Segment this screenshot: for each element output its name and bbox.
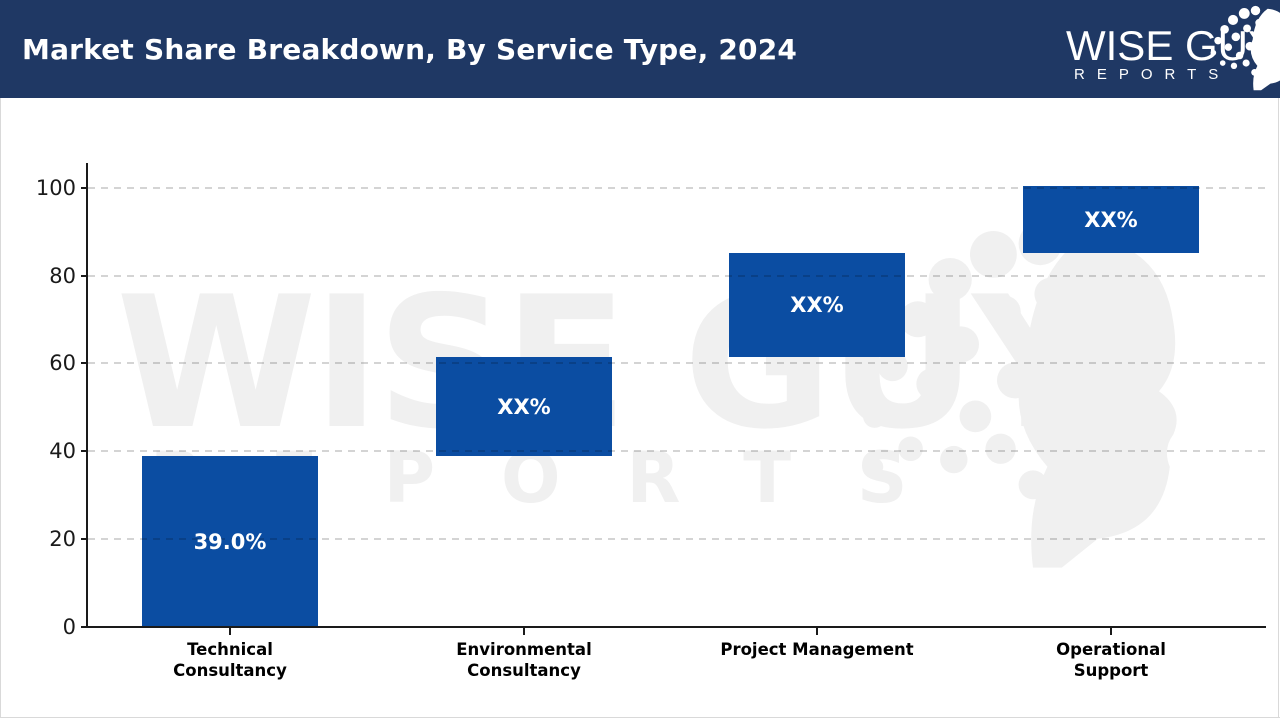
x-axis-label: Environmental Consultancy (456, 640, 592, 680)
x-axis-label: Operational Support (1056, 640, 1166, 680)
y-tick (81, 626, 88, 628)
figure-border-left (0, 98, 1, 718)
x-tick (816, 628, 818, 635)
y-tick (81, 362, 88, 364)
y-gridline-40 (88, 450, 1266, 452)
logo-face-icon (1210, 5, 1280, 91)
y-axis-spine (86, 163, 88, 628)
logo-reports-label: REPORTS (1074, 66, 1231, 83)
y-tick (81, 187, 88, 189)
y-tick (81, 538, 88, 540)
bar-value-label: XX% (1084, 207, 1138, 232)
logo: WISE GUY REPORTS (1022, 0, 1280, 98)
bar-environmental-consultancy (436, 357, 612, 456)
y-gridline-80 (88, 275, 1266, 277)
bar-operational-support (1023, 186, 1199, 253)
logo-wordmark: WISE GUY (1066, 22, 1277, 69)
x-tick (229, 628, 231, 635)
bar-value-label: XX% (497, 394, 551, 419)
header: Market Share Breakdown, By Service Type,… (0, 0, 1280, 98)
y-tick-label: 20 (49, 527, 76, 551)
page-title: Market Share Breakdown, By Service Type,… (22, 32, 798, 66)
bar-technical-consultancy (142, 456, 318, 627)
x-axis-label: Project Management (720, 640, 914, 659)
y-tick-label: 60 (49, 351, 76, 375)
y-tick-label: 80 (49, 264, 76, 288)
y-tick-label: 0 (62, 615, 76, 639)
x-axis-label: Technical Consultancy (173, 640, 287, 680)
bar-value-label: XX% (790, 293, 844, 317)
x-tick (523, 628, 525, 635)
figure-border-bottom (0, 717, 1280, 718)
bar-value-label: 39.0% (193, 529, 267, 554)
y-gridline-100 (88, 187, 1266, 189)
y-tick-label: 40 (49, 439, 76, 463)
bar-project-management (729, 253, 905, 357)
figure-border-right (1278, 98, 1279, 718)
x-axis-spine (86, 626, 1266, 628)
y-gridline-20 (88, 538, 1266, 540)
watermark-face-icon (863, 222, 1177, 568)
y-tick (81, 450, 88, 452)
y-tick-label: 100 (35, 176, 76, 200)
x-tick (1110, 628, 1112, 635)
y-gridline-60 (88, 362, 1266, 364)
y-tick (81, 275, 88, 277)
